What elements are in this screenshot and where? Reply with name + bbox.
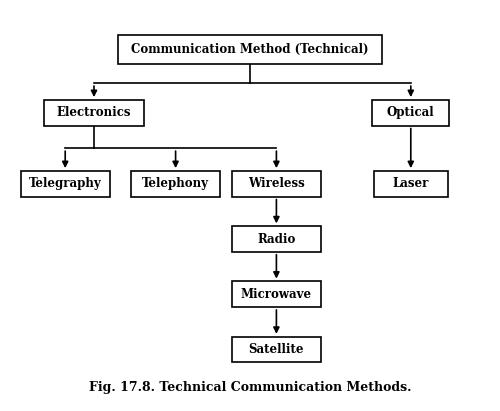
FancyBboxPatch shape [232,226,321,252]
Text: Fig. 17.8. Technical Communication Methods.: Fig. 17.8. Technical Communication Metho… [89,381,411,394]
Text: Electronics: Electronics [57,106,131,119]
FancyBboxPatch shape [374,171,448,196]
FancyBboxPatch shape [232,171,321,196]
FancyBboxPatch shape [131,171,220,196]
FancyBboxPatch shape [232,282,321,307]
Text: Optical: Optical [387,106,434,119]
FancyBboxPatch shape [372,100,449,126]
FancyBboxPatch shape [44,100,144,126]
Text: Communication Method (Technical): Communication Method (Technical) [131,43,369,56]
FancyBboxPatch shape [232,337,321,363]
Text: Telephony: Telephony [142,177,209,190]
FancyBboxPatch shape [21,171,110,196]
FancyBboxPatch shape [118,35,382,65]
Text: Microwave: Microwave [241,288,312,301]
Text: Radio: Radio [257,233,296,245]
Text: Satellite: Satellite [248,343,304,356]
Text: Laser: Laser [392,177,429,190]
Text: Telegraphy: Telegraphy [29,177,102,190]
Text: Wireless: Wireless [248,177,305,190]
